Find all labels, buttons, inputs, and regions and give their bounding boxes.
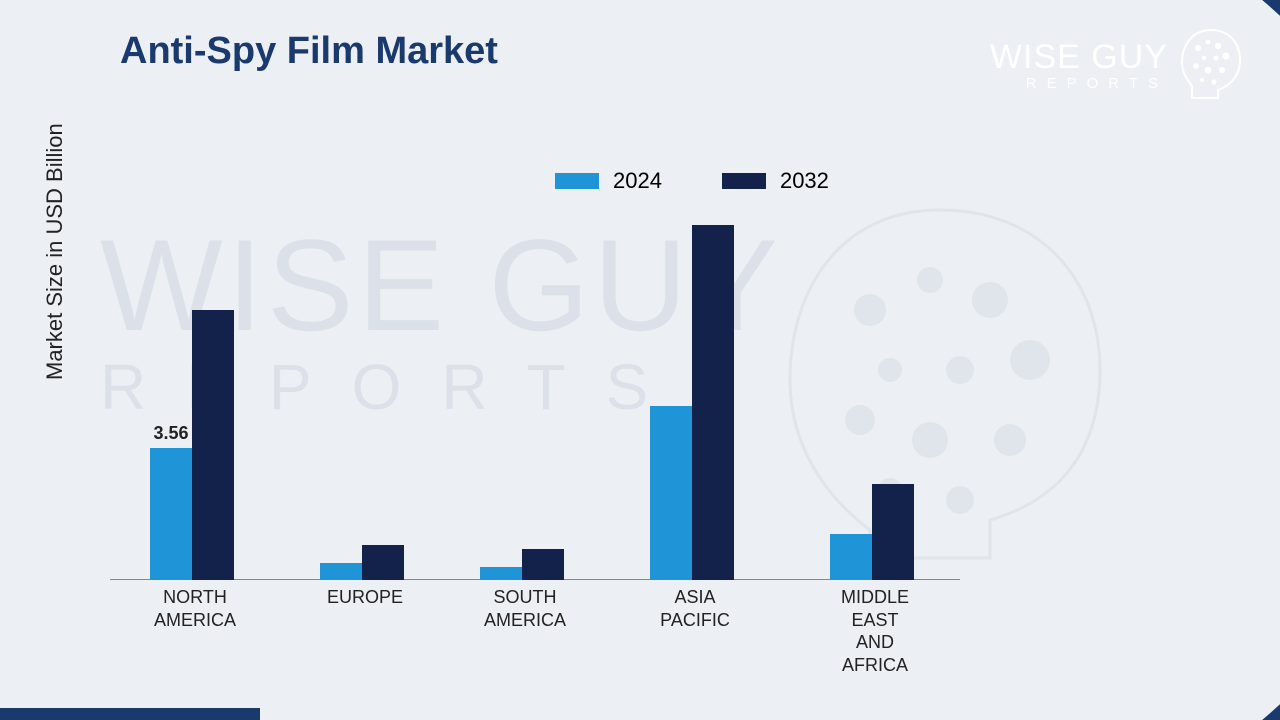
brand-logo: WISE GUY REPORTS (990, 28, 1244, 102)
legend: 2024 2032 (555, 168, 829, 194)
legend-swatch (722, 173, 766, 189)
bar (362, 545, 404, 580)
category-label: EUROPE (327, 586, 403, 609)
chart-title: Anti-Spy Film Market (120, 30, 498, 73)
bar (320, 563, 362, 580)
bottom-accent-bar (0, 708, 260, 720)
legend-label: 2024 (613, 168, 662, 194)
value-label: 3.56 (153, 423, 188, 444)
logo-top: WISE GUY (990, 40, 1168, 74)
plot-area: 3.56NORTH AMERICAEUROPESOUTH AMERICAASIA… (110, 210, 960, 580)
category-label: SOUTH AMERICA (484, 586, 566, 631)
category-label: NORTH AMERICA (154, 586, 236, 631)
legend-item: 2032 (722, 168, 829, 194)
legend-swatch (555, 173, 599, 189)
bar (830, 534, 872, 580)
bar (872, 484, 914, 580)
legend-item: 2024 (555, 168, 662, 194)
category-label: ASIA PACIFIC (660, 586, 730, 631)
bar (192, 310, 234, 580)
bar (522, 549, 564, 580)
category-label: MIDDLE EAST AND AFRICA (841, 586, 909, 676)
bar: 3.56 (150, 448, 192, 580)
bar (480, 567, 522, 580)
legend-label: 2032 (780, 168, 829, 194)
logo-head-icon (1178, 28, 1244, 102)
bar (692, 225, 734, 580)
right-panel (960, 0, 1280, 720)
bar (650, 406, 692, 580)
logo-bottom: REPORTS (990, 76, 1168, 91)
y-axis-label: Market Size in USD Billion (42, 123, 68, 380)
